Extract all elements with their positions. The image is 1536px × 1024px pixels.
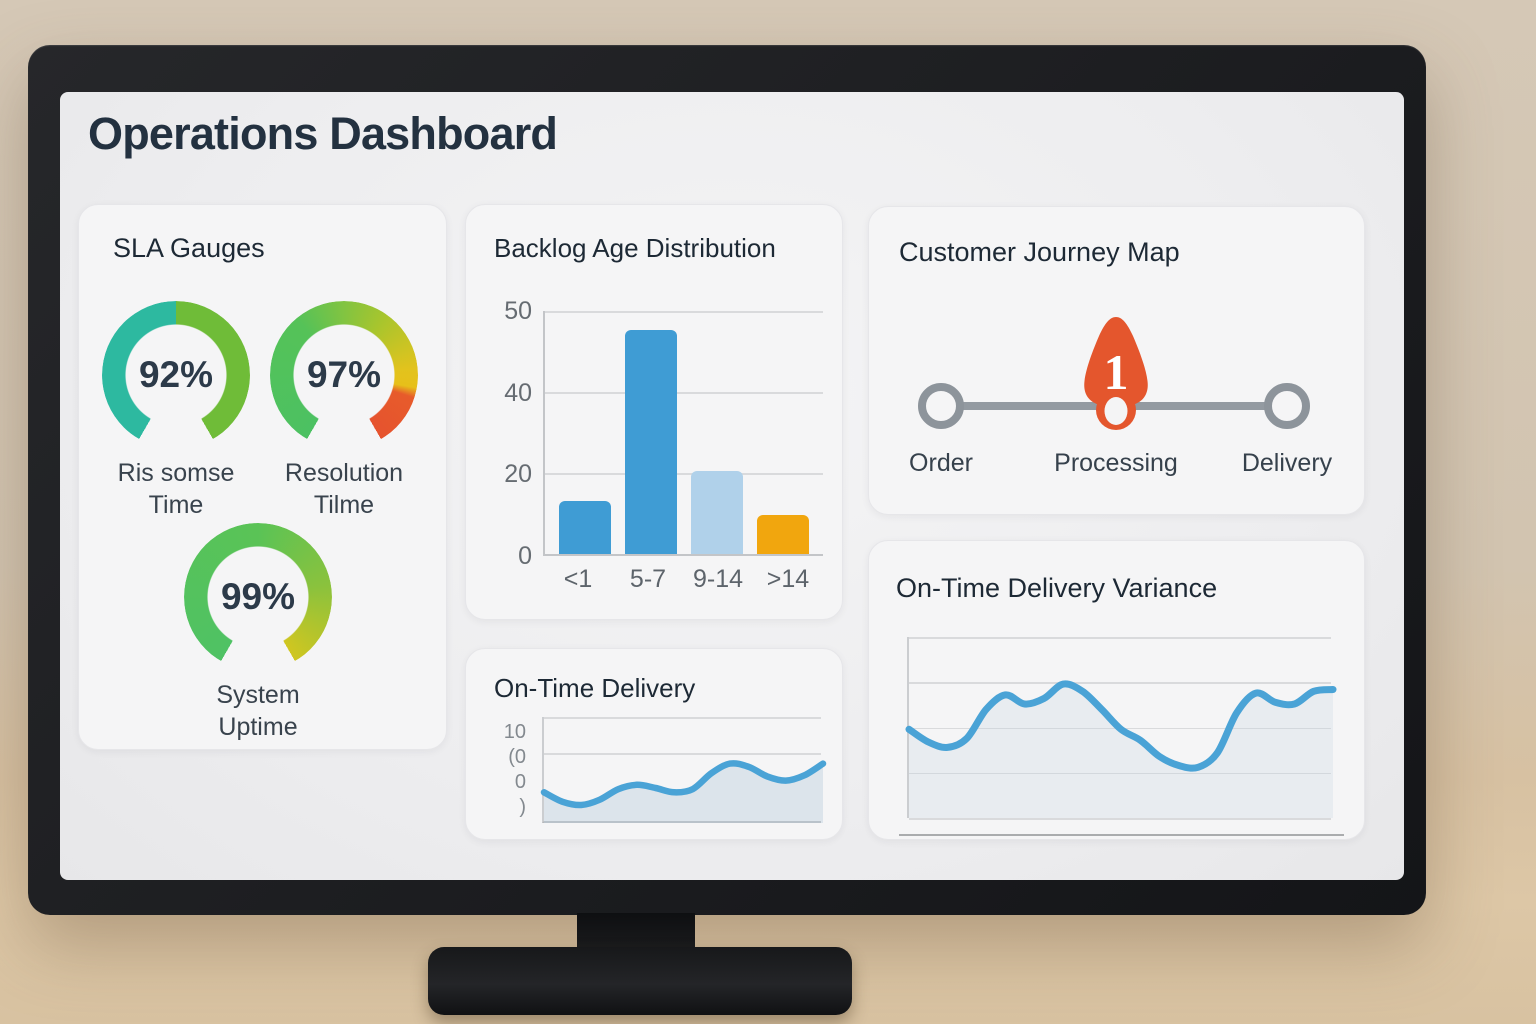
variance-x-axis [899, 834, 1344, 836]
ontime-y-axis: 10 (0 0 ) [492, 721, 526, 819]
ontime-plot [540, 717, 827, 823]
x-tick: >14 [766, 565, 810, 593]
gauge-value: 97% [306, 354, 382, 395]
journey-stage-delivery: Delivery [1241, 449, 1333, 477]
bar-<1 [559, 500, 611, 554]
bar-9-14 [691, 471, 743, 554]
gridline [545, 311, 823, 313]
gauge-ring [102, 301, 250, 449]
card-title-sla: SLA Gauges [113, 233, 265, 263]
backlog-bars [545, 311, 823, 554]
bar->14 [757, 515, 809, 554]
journey-card[interactable]: Customer Journey Map 1 Order Processing … [868, 206, 1365, 515]
bar-5-7 [625, 330, 677, 554]
ontime-card[interactable]: On-Time Delivery 10 (0 0 ) [465, 648, 843, 840]
card-title-backlog: Backlog Age Distribution [494, 233, 776, 263]
dashboard-screen: Operations Dashboard SLA Gauges 92% Ris s… [60, 92, 1404, 880]
y-tick: 0 [518, 541, 532, 570]
gauge-label: Resolution Tilme [284, 459, 404, 519]
gauge-value: 99% [220, 576, 296, 617]
card-title-ontime: On-Time Delivery [494, 673, 696, 703]
journey-node-delivery [1264, 383, 1310, 429]
gauge-label: System Uptime [216, 681, 300, 741]
journey-stage-order: Order [909, 449, 973, 477]
x-tick: 9-14 [692, 565, 744, 593]
gridline [909, 818, 1331, 820]
variance-card[interactable]: On-Time Delivery Variance [868, 540, 1365, 840]
card-title-journey: Customer Journey Map [899, 237, 1180, 267]
alert-pin-icon: 1 [1084, 317, 1148, 430]
backlog-x-axis: <1 5-7 9-14 >14 [543, 565, 823, 594]
gauge-2: 99% System Uptime [184, 523, 332, 741]
y-tick: 40 [504, 378, 532, 407]
monitor-bezel: Operations Dashboard SLA Gauges 92% Ris s… [28, 45, 1426, 915]
gauge-0: 92% Ris somse Time [102, 301, 250, 519]
x-tick: 5-7 [629, 565, 667, 593]
y-tick: ) [519, 796, 526, 818]
variance-plot [905, 637, 1337, 820]
sla-gauges-card[interactable]: SLA Gauges 92% Ris somse Time 97% Resolution… [78, 204, 447, 750]
gridline [545, 391, 823, 394]
page-title: Operations Dashboard [88, 108, 558, 159]
gauge-ring [270, 301, 418, 449]
gauge-1: 97% Resolution Tilme [270, 301, 418, 519]
backlog-plot [543, 311, 823, 556]
gridline [909, 637, 1331, 639]
x-tick: <1 [563, 565, 593, 593]
y-tick: 50 [504, 297, 532, 325]
journey-node-order [918, 383, 964, 429]
gridline [545, 472, 823, 475]
gridline [909, 682, 1331, 684]
card-title-variance: On-Time Delivery Variance [896, 573, 1218, 603]
ontime-line-chart [540, 760, 827, 823]
variance-line-chart [905, 680, 1337, 818]
journey-stage-processing: Processing [1054, 449, 1178, 477]
alert-count: 1 [1104, 344, 1129, 400]
backlog-card[interactable]: Backlog Age Distribution 50 40 20 0 <1 5… [465, 204, 843, 620]
gauge-label: Ris somse Time [117, 459, 235, 519]
y-tick: 10 [503, 721, 526, 743]
monitor-stand-base [428, 947, 852, 1015]
gridline [544, 717, 821, 719]
gauge-value: 92% [138, 354, 214, 395]
backlog-y-axis: 50 40 20 0 [480, 296, 532, 571]
gauge-ring [184, 523, 332, 671]
gridline [909, 772, 1331, 775]
gridline [544, 753, 821, 755]
y-tick: (0 [508, 746, 526, 768]
y-tick: 0 [514, 771, 526, 793]
monitor-stand-neck [577, 913, 695, 953]
y-tick: 20 [504, 460, 532, 489]
